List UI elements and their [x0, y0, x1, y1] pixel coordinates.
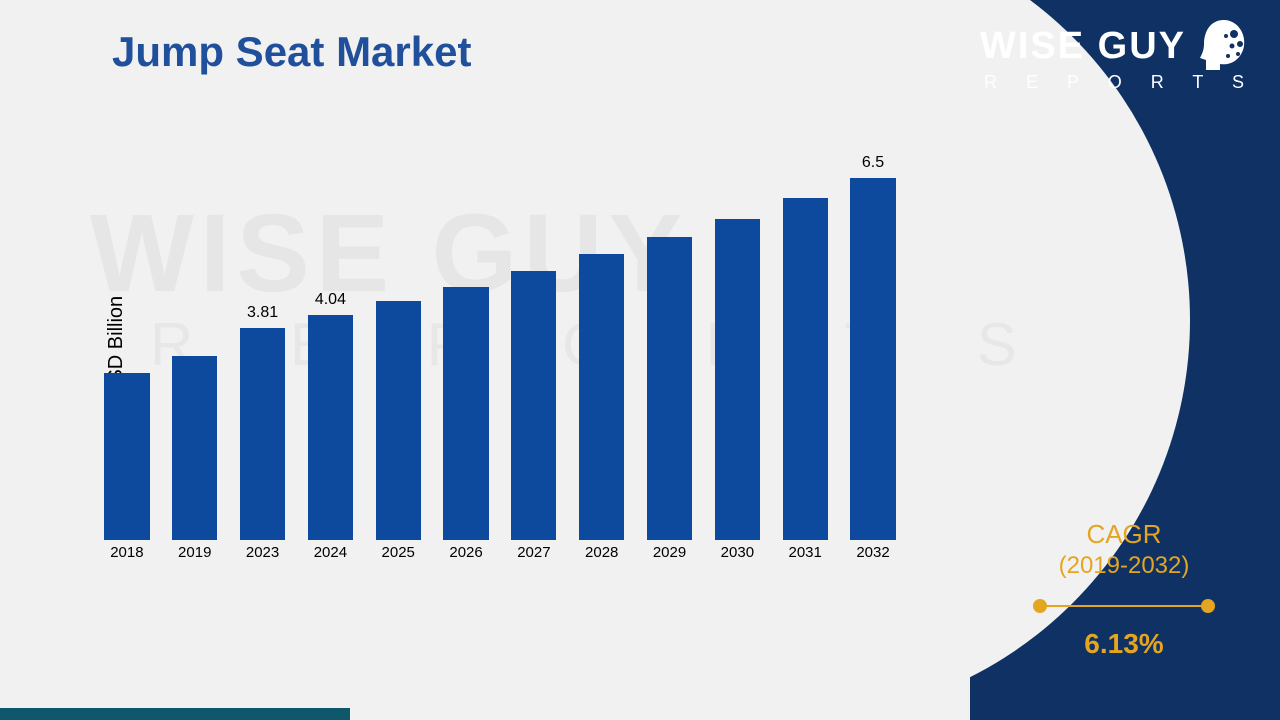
x-tick-label: 2023	[236, 544, 290, 570]
bar	[376, 301, 421, 540]
x-tick-label: 2028	[575, 544, 629, 570]
chart-area: Market Value in USD Billion 3.814.046.5 …	[70, 150, 900, 600]
bottom-accent-bar	[0, 708, 350, 720]
x-tick-label: 2027	[507, 544, 561, 570]
bar	[104, 373, 149, 540]
bar	[647, 237, 692, 540]
cagr-dot-right	[1201, 599, 1215, 613]
bar-value-label: 3.81	[240, 304, 285, 322]
bar-wrap: 6.5	[846, 178, 900, 540]
cagr-range: (2019-2032)	[1004, 552, 1244, 580]
logo-main-row: WISE GUY	[980, 16, 1260, 76]
plot-region: 3.81 4.04 6.5 2018 2019 2023 2024 2025 2026 2027…	[100, 150, 900, 570]
bar-wrap	[643, 237, 697, 540]
bar	[443, 287, 488, 541]
cagr-line-segment	[1039, 605, 1209, 607]
bar-wrap	[710, 219, 764, 540]
bar-value-label: 4.04	[308, 291, 353, 309]
bar-wrap	[439, 287, 493, 541]
bar-wrap	[168, 356, 222, 540]
bar-wrap	[100, 373, 154, 540]
chart-title: Jump Seat Market	[112, 28, 471, 76]
cagr-dot-left	[1033, 599, 1047, 613]
bar: 4.04	[308, 315, 353, 540]
bar-wrap	[507, 271, 561, 540]
cagr-block: CAGR (2019-2032) 6.13%	[1004, 519, 1244, 660]
bar-wrap	[575, 254, 629, 540]
x-tick-label: 2018	[100, 544, 154, 570]
x-tick-label: 2024	[303, 544, 357, 570]
x-axis-labels: 2018 2019 2023 2024 2025 2026 2027 2028 2029 2030…	[100, 544, 900, 570]
bar-wrap	[371, 301, 425, 540]
x-tick-label: 2032	[846, 544, 900, 570]
cagr-value: 6.13%	[1004, 628, 1244, 660]
bar-wrap: 4.04	[303, 315, 357, 540]
bars-container: 3.81 4.04 6.5	[100, 150, 900, 540]
bar-wrap	[778, 198, 832, 540]
bar-wrap: 3.81	[236, 328, 290, 540]
x-tick-label: 2019	[168, 544, 222, 570]
cagr-title: CAGR	[1004, 519, 1244, 550]
logo-block: WISE GUY R E P O R T S	[980, 16, 1260, 93]
bar	[172, 356, 217, 540]
head-icon	[1196, 16, 1256, 76]
bar-value-label: 6.5	[850, 154, 895, 172]
canvas: WISE GUY R E P O R T S Jump Seat Market …	[0, 0, 1280, 720]
bar	[511, 271, 556, 540]
x-tick-label: 2025	[371, 544, 425, 570]
bar: 3.81	[240, 328, 285, 540]
bar: 6.5	[850, 178, 895, 540]
bar	[783, 198, 828, 540]
logo-text: WISE GUY	[980, 25, 1186, 68]
bar	[579, 254, 624, 540]
x-tick-label: 2029	[643, 544, 697, 570]
cagr-divider	[1039, 594, 1209, 618]
x-tick-label: 2030	[710, 544, 764, 570]
x-tick-label: 2031	[778, 544, 832, 570]
bar	[715, 219, 760, 540]
x-tick-label: 2026	[439, 544, 493, 570]
